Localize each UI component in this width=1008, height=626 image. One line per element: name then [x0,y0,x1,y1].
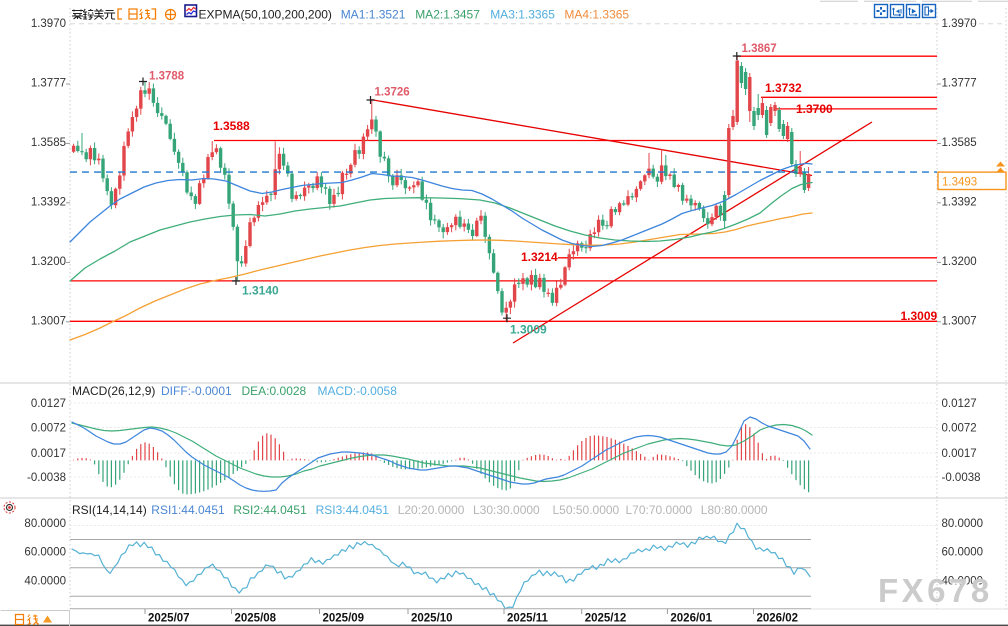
svg-text:1.3867: 1.3867 [742,43,777,55]
svg-text:MACD:-0.0058: MACD:-0.0058 [318,384,398,398]
svg-text:RSI(14,14,14): RSI(14,14,14) [72,503,147,517]
svg-text:2025/07: 2025/07 [148,613,190,625]
svg-text:1.3970: 1.3970 [31,18,66,30]
svg-text:L20:20.0000: L20:20.0000 [398,503,465,517]
svg-text:1.3392: 1.3392 [942,197,977,209]
svg-text:1.3777: 1.3777 [942,78,977,90]
svg-text:1.3726: 1.3726 [375,87,410,99]
svg-text:40.0000: 40.0000 [942,575,984,587]
svg-text:1.3009: 1.3009 [901,309,938,323]
svg-text:1.3732: 1.3732 [765,81,802,95]
svg-text:RSI3:44.0451: RSI3:44.0451 [316,503,390,517]
svg-text:2026/01: 2026/01 [670,613,712,625]
svg-text:1.3588: 1.3588 [213,119,250,133]
svg-text:0.0017: 0.0017 [942,448,977,460]
svg-text:2025/12: 2025/12 [585,613,627,625]
svg-text:1.3214: 1.3214 [521,250,558,264]
svg-text:60.0000: 60.0000 [24,547,66,559]
svg-text:1.3140: 1.3140 [242,284,279,298]
svg-text:2025/10: 2025/10 [411,613,453,625]
svg-text:1.3788: 1.3788 [149,71,185,83]
svg-text:DEA:0.0028: DEA:0.0028 [242,384,307,398]
svg-text:-0.0038: -0.0038 [942,472,981,484]
svg-text:MA4:1.3365: MA4:1.3365 [564,8,629,22]
svg-text:-0.0038: -0.0038 [27,472,66,484]
svg-text:1.3200: 1.3200 [31,256,66,268]
svg-text:1.3200: 1.3200 [942,256,977,268]
svg-text:1.3493: 1.3493 [942,177,977,189]
svg-text:80.0000: 80.0000 [942,518,984,530]
svg-text:L70:70.0000: L70:70.0000 [626,503,693,517]
svg-text:0.0072: 0.0072 [31,423,66,435]
svg-text:1.3007: 1.3007 [31,316,66,328]
svg-text:2025/08: 2025/08 [235,613,277,625]
svg-text:MA1:1.3521: MA1:1.3521 [341,8,406,22]
svg-text:MA3:1.3365: MA3:1.3365 [490,8,555,22]
svg-text:RSI2:44.0451: RSI2:44.0451 [233,503,307,517]
svg-text:1.3007: 1.3007 [942,316,977,328]
svg-text:1.3392: 1.3392 [31,197,66,209]
svg-text:MACD(26,12,9): MACD(26,12,9) [72,384,155,398]
svg-text:0.0017: 0.0017 [31,448,66,460]
svg-text:40.0000: 40.0000 [24,575,66,587]
svg-text:60.0000: 60.0000 [942,547,984,559]
svg-text:DIFF:-0.0001: DIFF:-0.0001 [161,384,232,398]
svg-text:2026/02: 2026/02 [757,613,799,625]
svg-text:2025/11: 2025/11 [507,613,549,625]
svg-text:FX678: FX678 [878,572,993,609]
svg-text:1.3970: 1.3970 [942,18,977,30]
svg-text:1.3009: 1.3009 [510,323,547,337]
svg-text:1.3700: 1.3700 [796,102,833,116]
svg-text:0.0127: 0.0127 [942,398,977,410]
svg-text:L30:30.0000: L30:30.0000 [473,503,540,517]
svg-text:0.0127: 0.0127 [31,398,66,410]
svg-text:80.0000: 80.0000 [24,518,66,530]
svg-text:2025/09: 2025/09 [323,613,365,625]
svg-text:RSI1:44.0451: RSI1:44.0451 [151,503,225,517]
svg-text:1.3777: 1.3777 [31,78,66,90]
svg-text:L50:50.0000: L50:50.0000 [553,503,620,517]
svg-text:MA2:1.3457: MA2:1.3457 [415,8,480,22]
svg-text:L80:80.0000: L80:80.0000 [701,503,768,517]
svg-text:EXPMA(50,100,200,200): EXPMA(50,100,200,200) [199,8,332,22]
svg-text:0.0072: 0.0072 [942,423,977,435]
svg-text:1.3585: 1.3585 [31,137,66,149]
svg-text:1.3585: 1.3585 [942,137,977,149]
